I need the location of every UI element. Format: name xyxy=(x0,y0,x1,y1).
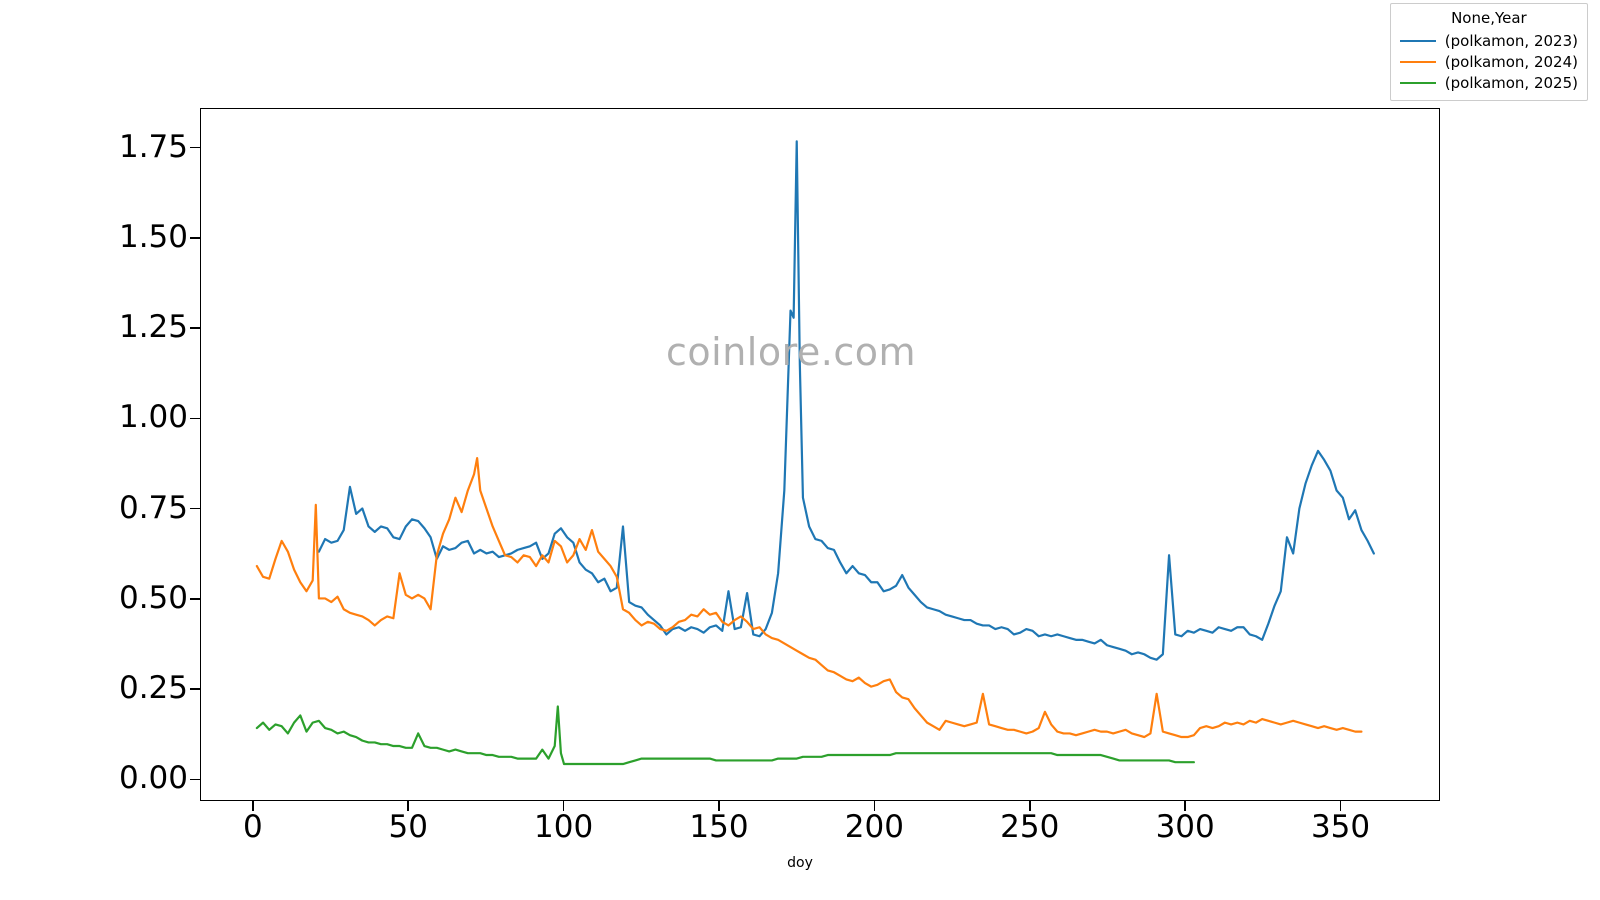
y-tick-mark xyxy=(190,778,200,781)
legend-entry-label: (polkamon, 2023) xyxy=(1444,31,1578,50)
y-tick-mark xyxy=(190,146,200,149)
y-tick-mark xyxy=(190,417,200,420)
x-tick-mark xyxy=(1028,801,1031,811)
x-tick-label: 100 xyxy=(534,809,594,845)
x-tick-mark xyxy=(873,801,876,811)
legend-color-swatch xyxy=(1399,81,1436,84)
x-tick-mark xyxy=(252,801,254,811)
legend-color-swatch xyxy=(1399,39,1436,42)
legend-title: None,Year xyxy=(1451,9,1527,27)
y-tick-mark xyxy=(190,507,200,510)
legend-entries: (polkamon, 2023) (polkamon, 2024) (polkamo… xyxy=(1399,30,1578,93)
series-line xyxy=(255,705,1195,766)
plot-area: coinlore.com xyxy=(200,108,1440,801)
x-tick-mark xyxy=(407,801,409,811)
y-tick-label: 1.25 xyxy=(118,309,188,346)
x-tick-label: 350 xyxy=(1310,809,1371,845)
series-canvas xyxy=(255,140,1375,766)
x-tick-label: 200 xyxy=(844,809,904,845)
x-tick-label: 50 xyxy=(388,809,428,845)
x-tick-mark xyxy=(1339,801,1342,811)
y-tick-mark xyxy=(190,688,200,690)
y-tick-label: 0.75 xyxy=(118,489,188,526)
legend-entry[interactable]: (polkamon, 2024) xyxy=(1399,51,1578,72)
legend-entry[interactable]: (polkamon, 2025) xyxy=(1399,72,1578,93)
x-tick-label: 0 xyxy=(242,809,263,845)
series-line xyxy=(317,140,1375,661)
legend-entry-label: (polkamon, 2024) xyxy=(1444,52,1578,71)
legend-entry[interactable]: (polkamon, 2023) xyxy=(1399,30,1578,51)
x-tick-mark xyxy=(562,801,565,811)
y-tick-label: 1.50 xyxy=(118,218,188,255)
y-tick-label: 0.50 xyxy=(118,579,188,616)
y-tick-label: 0.25 xyxy=(118,670,188,707)
x-tick-label: 150 xyxy=(689,809,749,845)
legend: None,Year (polkamon, 2023) (polkamon, 202… xyxy=(1389,3,1588,101)
x-tick-mark xyxy=(1184,801,1186,811)
legend-color-swatch xyxy=(1399,60,1436,63)
x-tick-label: 250 xyxy=(1000,809,1060,845)
legend-entry-label: (polkamon, 2025) xyxy=(1444,73,1578,92)
x-tick-label: 300 xyxy=(1155,809,1215,845)
y-tick-label: 1.00 xyxy=(118,399,188,436)
y-tick-mark xyxy=(190,237,200,239)
y-tick-mark xyxy=(190,327,200,329)
x-axis-label: doy xyxy=(787,855,813,871)
y-tick-label: 0.00 xyxy=(118,760,188,797)
series-line xyxy=(255,457,1363,739)
y-tick-mark xyxy=(190,598,200,600)
y-tick-label: 1.75 xyxy=(118,128,188,165)
x-tick-mark xyxy=(718,801,720,811)
